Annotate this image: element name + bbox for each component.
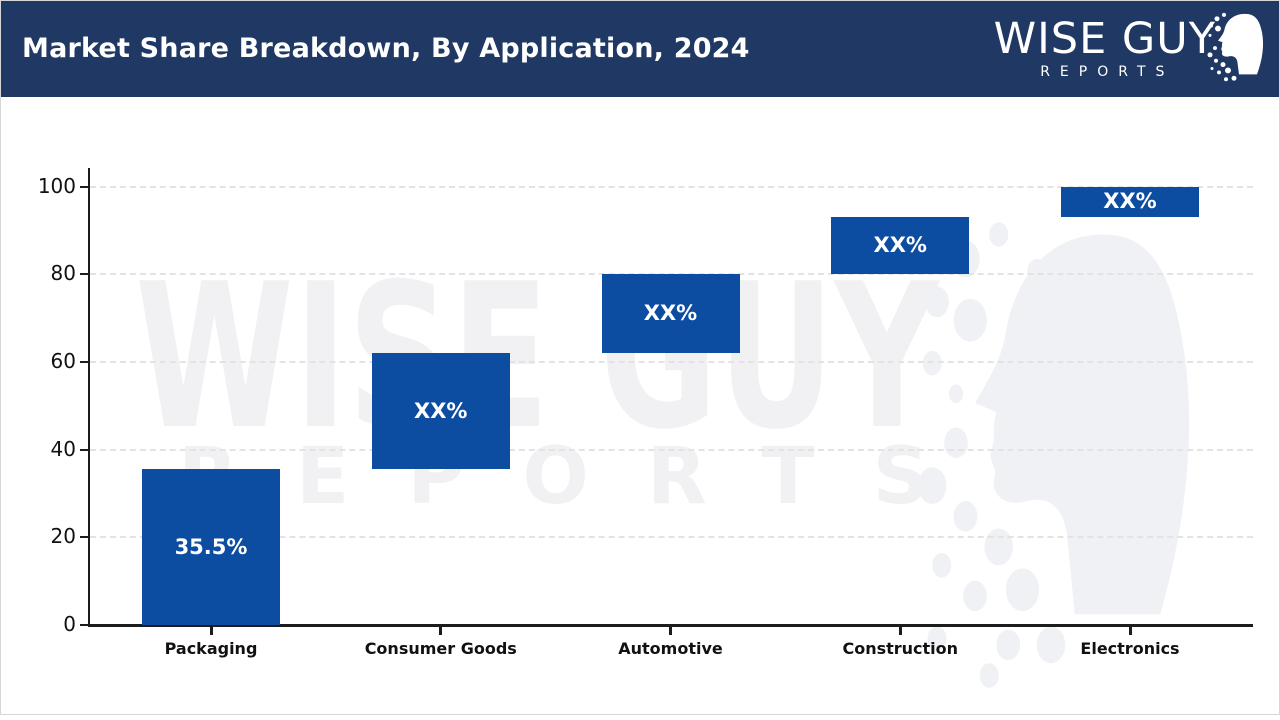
- y-tick-60: [80, 360, 90, 363]
- x-category-label-4: Electronics: [1080, 639, 1180, 658]
- y-tick-label-60: 60: [50, 348, 76, 373]
- bar-value-label: XX%: [414, 398, 468, 423]
- bar-value-label: 35.5%: [174, 534, 248, 559]
- y-tick-20: [80, 536, 90, 539]
- watermark-wordmark: WISE GUY: [135, 241, 940, 474]
- chart-title: Market Share Breakdown, By Application, …: [22, 33, 750, 64]
- bar-consumer-goods: XX%: [371, 353, 510, 470]
- y-tick-label-40: 40: [50, 436, 76, 461]
- logo-wordmark: WISE GUY: [993, 13, 1216, 64]
- y-tick-100: [80, 185, 90, 188]
- bar-automotive: XX%: [601, 274, 740, 354]
- gridline-100: [90, 185, 1253, 188]
- y-tick-label-100: 100: [37, 173, 76, 198]
- logo-text: WISE GUY REPORTS: [993, 13, 1216, 80]
- x-tick-3: [898, 627, 902, 635]
- y-tick-0: [80, 624, 90, 626]
- x-category-label-1: Consumer Goods: [364, 639, 517, 658]
- x-tick-1: [439, 627, 443, 635]
- wiseguy-logo: WISE GUY REPORTS: [994, 10, 1266, 88]
- x-category-label-0: Packaging: [164, 639, 258, 658]
- y-tick-label-80: 80: [50, 261, 76, 286]
- x-tick-0: [209, 627, 213, 635]
- logo-subtitle: REPORTS: [1040, 63, 1175, 80]
- gridline-40: [90, 448, 1253, 451]
- gridline-20: [90, 536, 1253, 539]
- bar-packaging: 35.5%: [142, 469, 280, 625]
- header-banner: Market Share Breakdown, By Application, …: [0, 0, 1280, 97]
- y-tick-label-20: 20: [50, 524, 76, 549]
- y-tick-label-0: 0: [63, 612, 76, 636]
- x-category-label-3: Construction: [842, 639, 959, 658]
- bar-value-label: XX%: [873, 233, 927, 258]
- y-tick-80: [80, 273, 90, 276]
- x-tick-4: [1128, 627, 1132, 635]
- y-tick-40: [80, 448, 90, 451]
- bar-construction: XX%: [831, 217, 970, 275]
- watermark-subtitle: REPORTS: [178, 432, 987, 522]
- logo-head-icon: [1207, 12, 1264, 81]
- x-tick-2: [669, 627, 672, 635]
- bar-value-label: XX%: [1103, 189, 1157, 214]
- bar-electronics: XX%: [1061, 186, 1199, 218]
- x-category-label-2: Automotive: [618, 639, 723, 658]
- x-axis-line: [88, 624, 1253, 627]
- bar-value-label: XX%: [643, 301, 698, 326]
- gridline-60: [90, 360, 1253, 363]
- y-axis-line: [88, 168, 90, 627]
